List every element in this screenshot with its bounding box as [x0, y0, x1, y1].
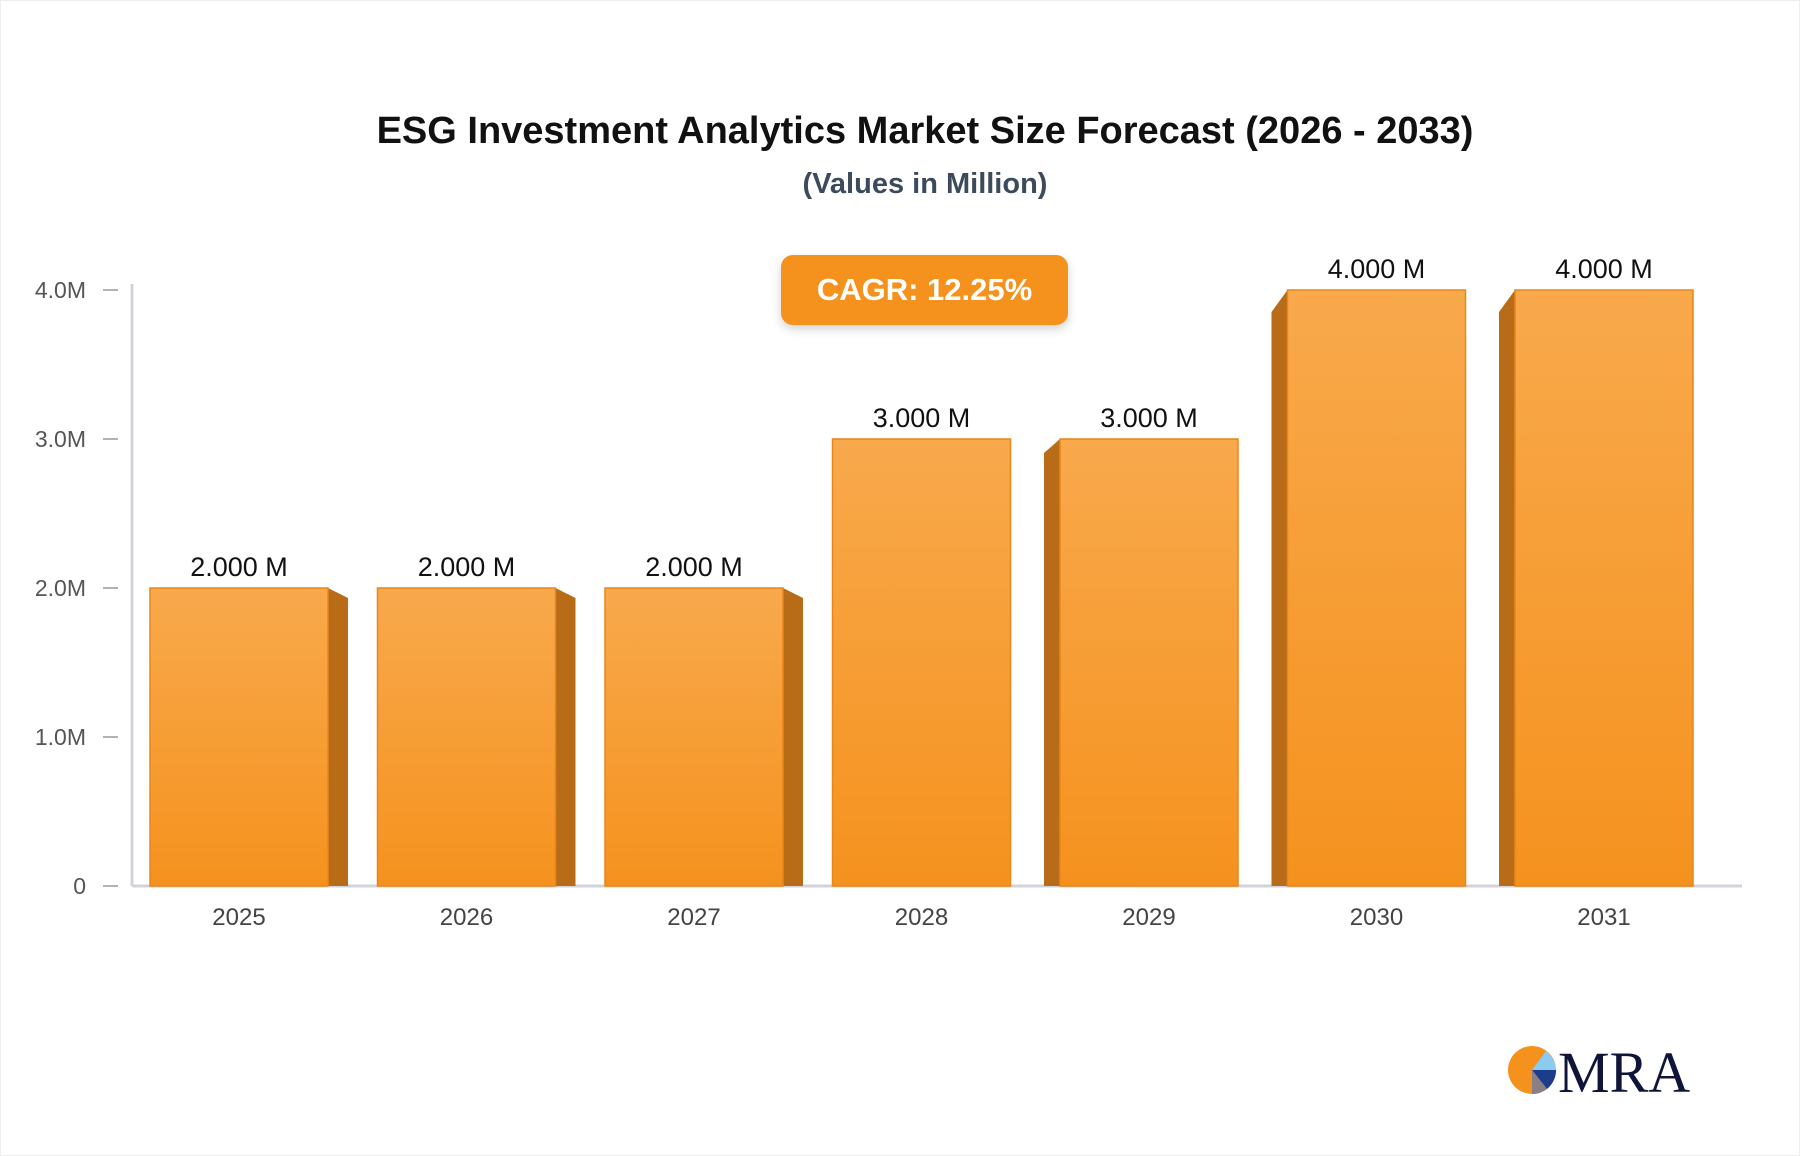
cagr-badge: CAGR: 12.25%: [781, 255, 1068, 325]
bar-2028: [831, 438, 1012, 887]
data-label: 3.000 M: [1100, 403, 1198, 433]
y-tick-label: 3.0M: [35, 426, 86, 452]
data-label: 4.000 M: [1328, 254, 1426, 284]
mra-logo: MRA: [1506, 1040, 1696, 1100]
bar-side: [783, 588, 803, 886]
bar-2031: [1514, 289, 1694, 887]
y-tick-label: 0: [73, 873, 86, 899]
chart-title: ESG Investment Analytics Market Size For…: [376, 110, 1474, 152]
data-label: 3.000 M: [873, 403, 971, 433]
bar-2030: [1286, 289, 1467, 887]
data-label: 2.000 M: [418, 552, 516, 582]
svg-text:MRA: MRA: [1558, 1040, 1690, 1100]
bar-side: [555, 588, 576, 886]
data-label: 2.000 M: [190, 552, 288, 582]
data-label: 4.000 M: [1555, 254, 1653, 284]
bar-side: [1271, 290, 1288, 886]
chart-subtitle: (Values in Million): [802, 168, 1048, 200]
x-tick-label: 2029: [1122, 904, 1175, 931]
bar-side: [328, 588, 348, 886]
bar-2025: [149, 587, 329, 887]
x-tick-label: 2030: [1350, 904, 1403, 931]
bar-2029: [1059, 438, 1239, 887]
y-tick-label: 1.0M: [35, 724, 86, 750]
x-tick-label: 2025: [212, 904, 265, 931]
logo-icon: MRA: [1508, 1040, 1690, 1100]
bar-side: [1044, 439, 1060, 886]
bar-2026: [376, 587, 557, 887]
bar-2027: [604, 587, 784, 887]
y-tick-label: 2.0M: [35, 575, 86, 601]
y-tick-label: 4.0M: [35, 277, 86, 303]
bar-side: [1499, 290, 1515, 886]
data-label: 2.000 M: [645, 552, 743, 582]
x-tick-label: 2027: [667, 904, 720, 931]
x-tick-label: 2031: [1577, 904, 1630, 931]
x-tick-label: 2028: [895, 904, 948, 931]
x-tick-label: 2026: [440, 904, 493, 931]
